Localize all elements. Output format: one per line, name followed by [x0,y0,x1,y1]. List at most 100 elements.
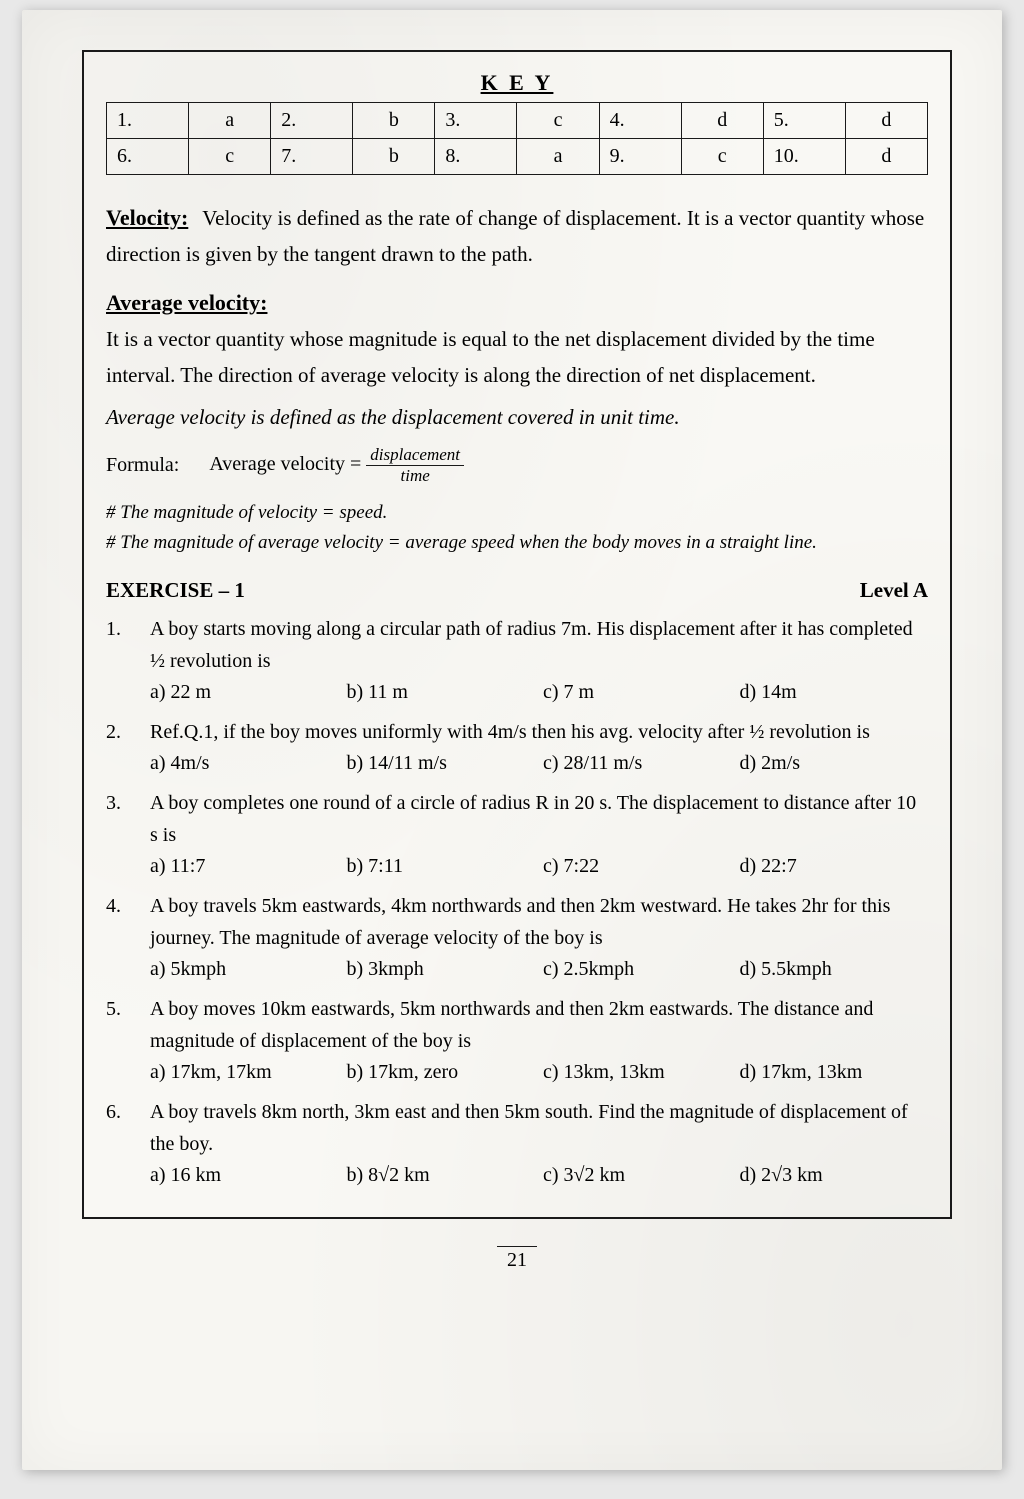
key-ans: a [189,103,271,139]
question-number: 6. [106,1096,132,1160]
exercise-title: EXERCISE – 1 [106,578,245,603]
options-row: a) 4m/s b) 14/11 m/s c) 28/11 m/s d) 2m/s [150,752,928,775]
question-text: A boy travels 5km eastwards, 4km northwa… [150,890,928,954]
formula-line: Formula: Average velocity = displacement… [106,445,928,486]
question: 5. A boy moves 10km eastwards, 5km northw… [106,993,928,1084]
options-row: a) 22 m b) 11 m c) 7 m d) 14m [150,681,928,704]
note-1: # The magnitude of velocity = speed. [106,502,928,524]
velocity-heading: Velocity: [106,205,188,230]
avg-velocity-p1: It is a vector quantity whose magnitude … [106,322,928,393]
options-row: a) 17km, 17km b) 17km, zero c) 13km, 13km d… [150,1061,928,1084]
option: d) 5.5kmph [740,958,929,981]
velocity-section: Velocity: Velocity is defined as the rat… [106,201,928,272]
options-row: a) 5kmph b) 3kmph c) 2.5kmph d) 5.5kmph [150,958,928,981]
avg-velocity-heading: Average velocity: [106,290,928,316]
frac-numerator: displacement [366,445,464,466]
key-table: 1. a 2. b 3. c 4. d 5. d 6. c 7. b 8. a … [106,102,928,175]
key-num: 10. [763,139,845,175]
question-number: 2. [106,716,132,748]
option: d) 2√3 km [740,1164,929,1187]
option: c) 2.5kmph [543,958,732,981]
option: c) 3√2 km [543,1164,732,1187]
key-num: 3. [435,103,517,139]
key-title: K E Y [106,70,928,96]
question-number: 5. [106,993,132,1057]
table-row: 1. a 2. b 3. c 4. d 5. d [107,103,928,139]
option: c) 7 m [543,681,732,704]
option: d) 2m/s [740,752,929,775]
option: b) 8√2 km [347,1164,536,1187]
content-box: K E Y 1. a 2. b 3. c 4. d 5. d 6. c 7. b… [82,50,952,1219]
formula-label: Formula: [106,454,179,477]
formula-fraction: displacement time [366,445,464,486]
option: b) 14/11 m/s [347,752,536,775]
question-text: A boy starts moving along a circular pat… [150,613,928,677]
options-row: a) 16 km b) 8√2 km c) 3√2 km d) 2√3 km [150,1164,928,1187]
key-ans: c [681,139,763,175]
option: b) 3kmph [347,958,536,981]
key-num: 2. [271,103,353,139]
option: b) 17km, zero [347,1061,536,1084]
key-ans: c [189,139,271,175]
question-text: A boy moves 10km eastwards, 5km northwar… [150,993,928,1057]
note-2: # The magnitude of average velocity = av… [106,532,928,554]
table-row: 6. c 7. b 8. a 9. c 10. d [107,139,928,175]
key-ans: d [845,103,927,139]
option: c) 7:22 [543,855,732,878]
question-number: 4. [106,890,132,954]
key-num: 9. [599,139,681,175]
question-row: 2. Ref.Q.1, if the boy moves uniformly wi… [106,716,928,748]
key-ans: a [517,139,599,175]
avg-velocity-p2: Average velocity is defined as the displ… [106,400,928,436]
option: a) 16 km [150,1164,339,1187]
question-row: 3. A boy completes one round of a circle … [106,787,928,851]
page-number: 21 [82,1249,952,1272]
key-num: 4. [599,103,681,139]
key-ans: d [681,103,763,139]
exercise-header: EXERCISE – 1 Level A [106,578,928,603]
question: 3. A boy completes one round of a circle … [106,787,928,878]
velocity-text: Velocity is defined as the rate of chang… [106,206,924,266]
questions-container: 1. A boy starts moving along a circular p… [106,613,928,1187]
formula-expression: Average velocity = displacement time [209,445,464,486]
question-text: A boy completes one round of a circle of… [150,787,928,851]
question-row: 6. A boy travels 8km north, 3km east and … [106,1096,928,1160]
option: b) 7:11 [347,855,536,878]
exercise-level: Level A [860,578,928,603]
key-ans: b [353,139,435,175]
option: c) 13km, 13km [543,1061,732,1084]
option: a) 4m/s [150,752,339,775]
question-text: Ref.Q.1, if the boy moves uniformly with… [150,716,928,748]
key-num: 5. [763,103,845,139]
question-row: 5. A boy moves 10km eastwards, 5km northw… [106,993,928,1057]
frac-denominator: time [366,466,464,486]
option: b) 11 m [347,681,536,704]
option: a) 22 m [150,681,339,704]
option: a) 17km, 17km [150,1061,339,1084]
question-number: 1. [106,613,132,677]
question-row: 4. A boy travels 5km eastwards, 4km north… [106,890,928,954]
key-ans: d [845,139,927,175]
formula-lhs: Average velocity = [209,454,361,476]
key-ans: c [517,103,599,139]
question: 6. A boy travels 8km north, 3km east and … [106,1096,928,1187]
question-number: 3. [106,787,132,851]
question-text: A boy travels 8km north, 3km east and th… [150,1096,928,1160]
key-num: 6. [107,139,189,175]
key-ans: b [353,103,435,139]
key-num: 8. [435,139,517,175]
page: K E Y 1. a 2. b 3. c 4. d 5. d 6. c 7. b… [22,10,1002,1470]
option: a) 5kmph [150,958,339,981]
question-row: 1. A boy starts moving along a circular p… [106,613,928,677]
option: d) 22:7 [740,855,929,878]
options-row: a) 11:7 b) 7:11 c) 7:22 d) 22:7 [150,855,928,878]
question: 2. Ref.Q.1, if the boy moves uniformly wi… [106,716,928,775]
option: d) 17km, 13km [740,1061,929,1084]
question: 1. A boy starts moving along a circular p… [106,613,928,704]
key-num: 1. [107,103,189,139]
option: d) 14m [740,681,929,704]
question: 4. A boy travels 5km eastwards, 4km north… [106,890,928,981]
key-num: 7. [271,139,353,175]
option: a) 11:7 [150,855,339,878]
option: c) 28/11 m/s [543,752,732,775]
